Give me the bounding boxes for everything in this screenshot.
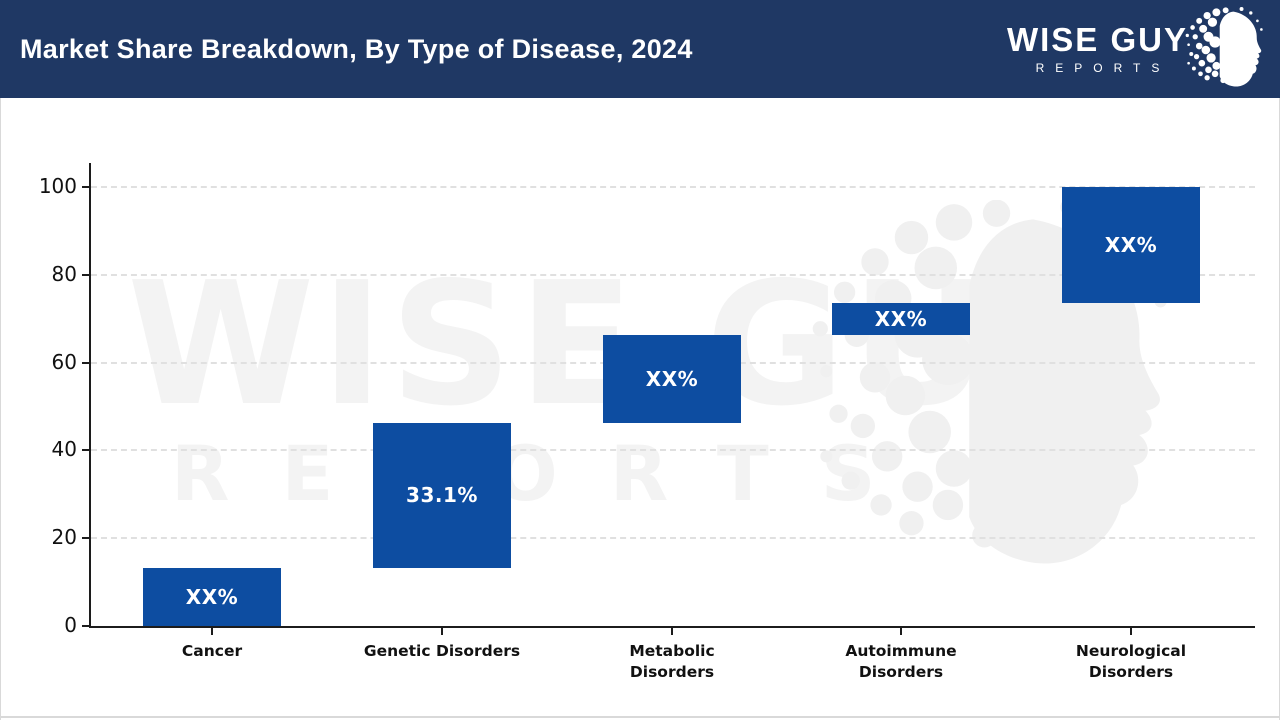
bar-value-label: XX% [185,585,239,610]
x-tick-mark [671,628,673,635]
bar-value-label: XX% [645,367,699,392]
brand-logo: WISE GUY REPORTS [1007,6,1268,92]
y-tick-mark [82,273,90,276]
gridline [91,537,1255,540]
brand-wordmark-sub: REPORTS [1035,61,1171,75]
bar-autoimmune-disorders: XX% [832,302,970,336]
watermark-subtext: REPORTS [171,429,928,518]
header-bar: Market Share Breakdown, By Type of Disea… [0,0,1280,98]
y-tick-mark [82,449,90,452]
gridline [91,449,1255,452]
y-tick-label: 60 [51,349,77,374]
y-tick-mark [82,361,90,364]
x-tick-mark [211,628,213,635]
category-label: Cancer [181,642,243,660]
y-tick-mark [82,537,90,540]
x-tick-mark [441,628,443,635]
gridline [91,186,1255,188]
y-tick-label: 100 [38,174,77,198]
category-label: Neurological Disorders [1075,642,1187,681]
bar-genetic-disorders: 33.1% [373,422,511,569]
bar-cancer: XX% [143,568,281,626]
category-label: Genetic Disorders [363,642,521,660]
x-tick-mark [900,628,902,635]
y-tick-label: 80 [51,261,77,286]
brand-wordmark-main: WISE GUY [1006,21,1188,58]
y-tick-mark [82,186,90,188]
bar-metabolic-disorders: XX% [603,335,741,423]
x-axis-line [89,626,1255,628]
category-label: Autoimmune Disorders [845,642,957,681]
bar-neurological-disorders: XX% [1062,187,1200,303]
bar-value-label: XX% [1104,232,1158,257]
y-tick-label: 0 [64,613,77,637]
y-tick-label: 20 [51,525,77,550]
brand-wordmark: WISE GUY REPORTS [1007,23,1188,75]
bottom-frame-rule [1,716,1279,718]
bar-value-label: XX% [874,307,928,332]
x-tick-mark [1130,628,1132,635]
y-tick-label: 40 [51,437,77,462]
brand-face-icon [1185,6,1263,87]
y-tick-mark [82,625,90,627]
chart-title: Market Share Breakdown, By Type of Disea… [20,33,693,64]
gridline [91,273,1255,276]
bar-value-label: 33.1% [406,483,478,508]
category-label: Metabolic Disorders [629,642,715,681]
y-axis-line [89,163,91,627]
